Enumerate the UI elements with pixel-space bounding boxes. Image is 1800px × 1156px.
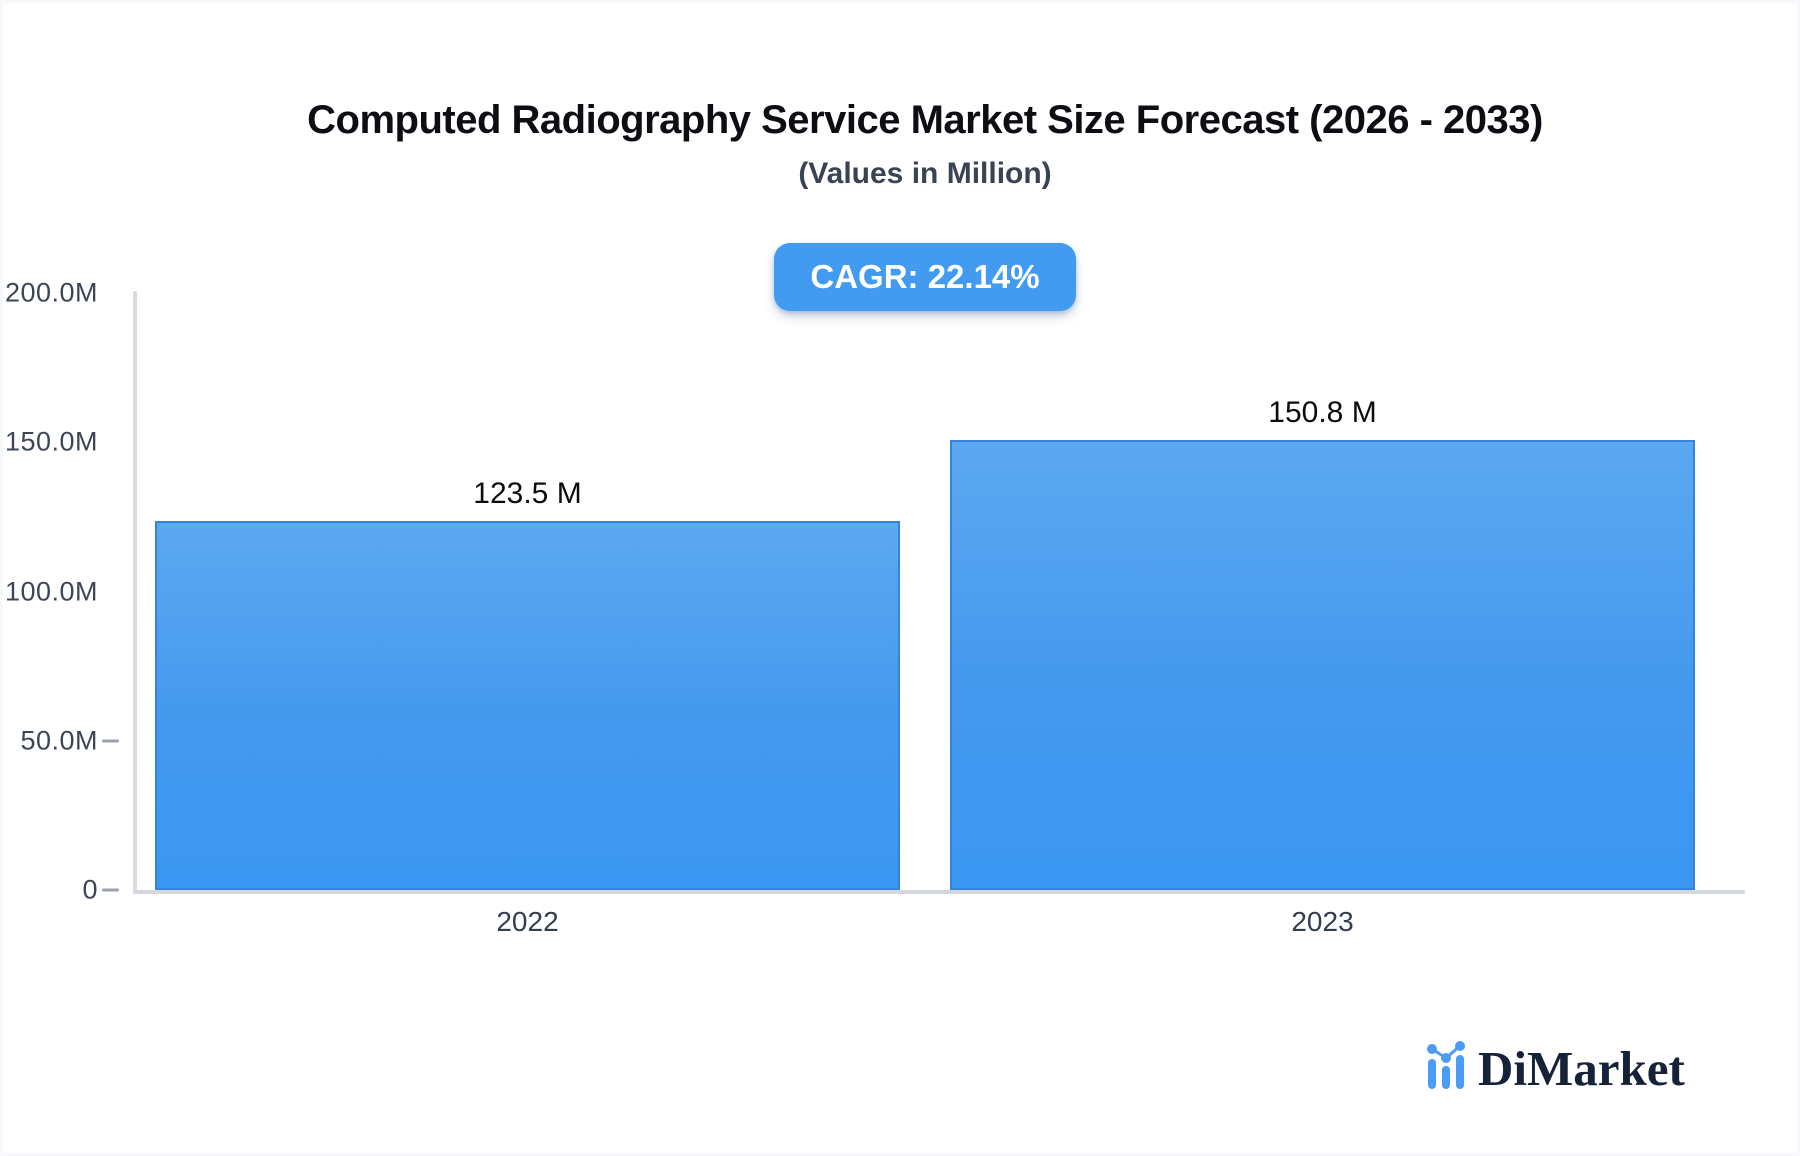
chart-header: Computed Radiography Service Market Size… (53, 3, 1797, 311)
brand-logo: DiMarket (1426, 1041, 1685, 1096)
y-tick-mark (102, 739, 119, 743)
bar-2022 (155, 521, 900, 890)
y-tick-label: 100.0M (4, 576, 98, 606)
cagr-badge: CAGR: 22.14% (774, 243, 1076, 311)
y-tick-mark (102, 888, 119, 892)
bar-chart-trend-icon (1426, 1041, 1466, 1096)
y-tick-label: 50.0M (20, 725, 98, 756)
chart-title: Computed Radiography Service Market Size… (307, 98, 1543, 142)
bar-value-label: 123.5 M (473, 477, 582, 511)
y-tick-label: 200.0M (4, 277, 98, 308)
y-tick-label: 150.0M (4, 426, 98, 457)
y-tick-label: 0 (82, 874, 98, 905)
brand-name: DiMarket (1478, 1041, 1685, 1096)
bar-value-label: 150.8 M (1268, 395, 1377, 429)
bar-2023 (950, 439, 1695, 890)
x-tick-label: 2022 (496, 906, 559, 937)
y-axis-line (133, 291, 137, 894)
x-axis-line (133, 890, 1745, 894)
chart-subtitle: (Values in Million) (798, 157, 1052, 190)
x-tick-label: 2023 (1291, 906, 1354, 937)
